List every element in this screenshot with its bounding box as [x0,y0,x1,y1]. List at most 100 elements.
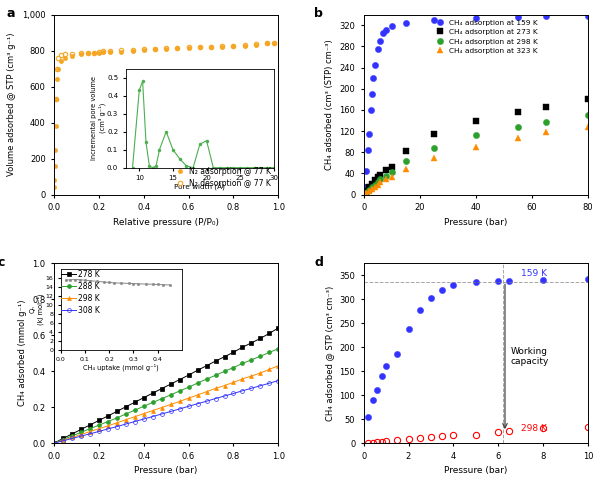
278 K [95,417,103,423]
N₂ desorption @ 77 K [77,50,85,56]
CH₄ adsorption at 298 K [363,189,370,195]
CH₄ adsorption at 323 K [368,186,376,192]
288 K [185,384,192,390]
298 K [221,383,228,389]
N₂ desorption @ 77 K [55,55,62,61]
N₂ adsorption @ 77 K [54,76,61,82]
Text: 298 K: 298 K [521,424,547,432]
N₂ desorption @ 77 K [53,96,60,102]
N₂ desorption @ 77 K [174,45,181,51]
N₂ adsorption @ 77 K [151,46,158,52]
308 K [77,433,85,439]
Line: N₂ desorption @ 77 K: N₂ desorption @ 77 K [54,40,276,101]
N₂ adsorption @ 77 K [253,42,260,48]
N₂ desorption @ 77 K [263,40,271,46]
CH₄ adsorption at 298 K [374,179,381,185]
N₂ desorption @ 77 K [95,49,103,55]
288 K [158,396,165,402]
308 K [86,431,94,437]
CH₄ adsorption at 298 K [514,124,521,130]
N₂ desorption @ 77 K [270,39,277,45]
298 K [158,405,165,411]
CH₄ adsorption at 323 K [382,176,389,182]
CH₄ adsorption at 323 K [472,144,479,150]
CH₄ adsorption at 273 K [377,171,384,177]
CH₄ adsorption at 159 K [380,30,387,36]
N₂ desorption @ 77 K [163,46,170,52]
CH₄ adsorption at 323 K [371,184,379,189]
CH₄ adsorption at 323 K [430,155,437,161]
Y-axis label: CH₄ adsorbed (cm³ (STP) cm⁻³): CH₄ adsorbed (cm³ (STP) cm⁻³) [325,39,334,170]
288 K [131,407,139,413]
Text: Working
capacity: Working capacity [511,347,549,366]
CH₄ adsorption at 273 K [365,185,373,190]
308 K [122,421,130,427]
288 K [194,380,201,386]
278 K [59,435,67,441]
X-axis label: Pressure (bar): Pressure (bar) [134,466,198,475]
N₂ adsorption @ 77 K [241,43,248,49]
N₂ adsorption @ 77 K [174,46,181,52]
N₂ adsorption @ 77 K [185,45,192,51]
278 K [104,413,112,419]
278 K [77,427,85,432]
N₂ desorption @ 77 K [54,66,61,72]
N₂ adsorption @ 77 K [140,47,148,53]
298 K [248,373,255,379]
CH₄ adsorption at 273 K [361,190,368,196]
N₂ adsorption @ 77 K [53,96,60,102]
CH₄ adsorption at 323 K [388,174,395,180]
298 K [167,402,174,408]
288 K [68,433,76,439]
CH₄ adsorption at 323 K [365,188,373,194]
Line: N₂ adsorption @ 77 K: N₂ adsorption @ 77 K [52,40,276,190]
298 K [176,398,183,404]
N₂ adsorption @ 77 K [57,58,64,64]
298 K [203,389,210,394]
CH₄ adsorption at 159 K [377,38,384,44]
308 K [149,413,157,419]
298 K [212,386,219,392]
N₂ desorption @ 77 K [91,50,98,56]
278 K [248,340,255,346]
298 K [131,414,139,420]
298 K [68,434,76,440]
N₂ adsorption @ 77 K [50,185,58,190]
298 K [77,431,85,437]
288 K [59,437,67,443]
N₂ desorption @ 77 K [140,46,148,52]
288 K [221,368,228,374]
288 K [113,415,121,421]
278 K [275,325,282,331]
CH₄ adsorption at 273 K [388,164,395,170]
CH₄ adsorption at 323 K [514,135,521,141]
N₂ adsorption @ 77 K [68,53,76,59]
Legend: CH₄ adsorption at 159 K, CH₄ adsorption at 273 K, CH₄ adsorption at 298 K, CH₄ a: CH₄ adsorption at 159 K, CH₄ adsorption … [430,17,541,57]
N₂ adsorption @ 77 K [106,49,113,55]
N₂ desorption @ 77 K [62,51,69,57]
CH₄ adsorption at 323 K [542,129,550,135]
308 K [59,438,67,444]
278 K [122,404,130,410]
CH₄ adsorption at 159 K [584,13,592,19]
278 K [221,354,228,360]
Y-axis label: CH₄ adsorbed (mmol g⁻¹): CH₄ adsorbed (mmol g⁻¹) [18,300,27,406]
CH₄ adsorption at 273 K [430,131,437,137]
CH₄ adsorption at 323 K [374,182,381,187]
N₂ adsorption @ 77 K [129,48,136,54]
308 K [275,377,282,383]
278 K [86,422,94,428]
278 K [50,440,58,446]
CH₄ adsorption at 298 K [472,132,479,138]
N₂ adsorption @ 77 K [100,50,107,56]
CH₄ adsorption at 298 K [368,185,376,190]
N₂ desorption @ 77 K [129,47,136,53]
278 K [230,349,237,355]
CH₄ adsorption at 159 K [363,168,370,174]
298 K [257,370,264,376]
278 K [140,394,148,400]
308 K [230,391,237,396]
CH₄ adsorption at 273 K [402,149,409,154]
288 K [266,350,273,356]
Line: 308 K: 308 K [52,378,280,445]
